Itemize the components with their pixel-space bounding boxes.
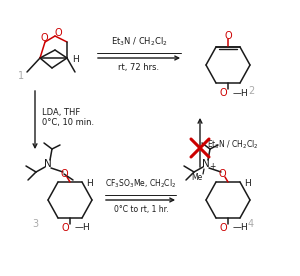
- Text: O: O: [54, 28, 62, 38]
- Text: N: N: [202, 159, 210, 169]
- Text: 0°C, 10 min.: 0°C, 10 min.: [42, 118, 94, 126]
- Text: 4: 4: [248, 219, 254, 229]
- Text: CF$_3$SO$_3$Me, CH$_2$Cl$_2$: CF$_3$SO$_3$Me, CH$_2$Cl$_2$: [105, 177, 177, 190]
- Text: O: O: [61, 223, 69, 233]
- Text: H: H: [86, 179, 93, 189]
- Text: +: +: [209, 162, 215, 171]
- Text: O: O: [219, 223, 227, 233]
- Text: N: N: [44, 159, 52, 169]
- Text: H: H: [244, 179, 251, 189]
- Text: H: H: [72, 55, 79, 65]
- Text: 1: 1: [18, 71, 24, 81]
- Text: 0°C to rt, 1 hr.: 0°C to rt, 1 hr.: [114, 205, 168, 214]
- Text: —H: —H: [75, 224, 91, 232]
- Text: O: O: [224, 31, 232, 41]
- Text: Et$_3$N / CH$_2$Cl$_2$: Et$_3$N / CH$_2$Cl$_2$: [207, 139, 259, 151]
- Text: 2: 2: [248, 86, 254, 96]
- Text: O: O: [60, 169, 68, 179]
- Text: LDA, THF: LDA, THF: [42, 107, 80, 116]
- Text: —H: —H: [233, 89, 249, 97]
- Text: Me: Me: [192, 172, 203, 182]
- Text: O: O: [219, 88, 227, 98]
- Text: 3: 3: [32, 219, 38, 229]
- Text: —H: —H: [233, 224, 249, 232]
- Text: O: O: [218, 169, 226, 179]
- Text: Et$_3$N / CH$_2$Cl$_2$: Et$_3$N / CH$_2$Cl$_2$: [111, 36, 167, 48]
- Text: O: O: [40, 33, 48, 43]
- Text: rt, 72 hrs.: rt, 72 hrs.: [118, 63, 160, 72]
